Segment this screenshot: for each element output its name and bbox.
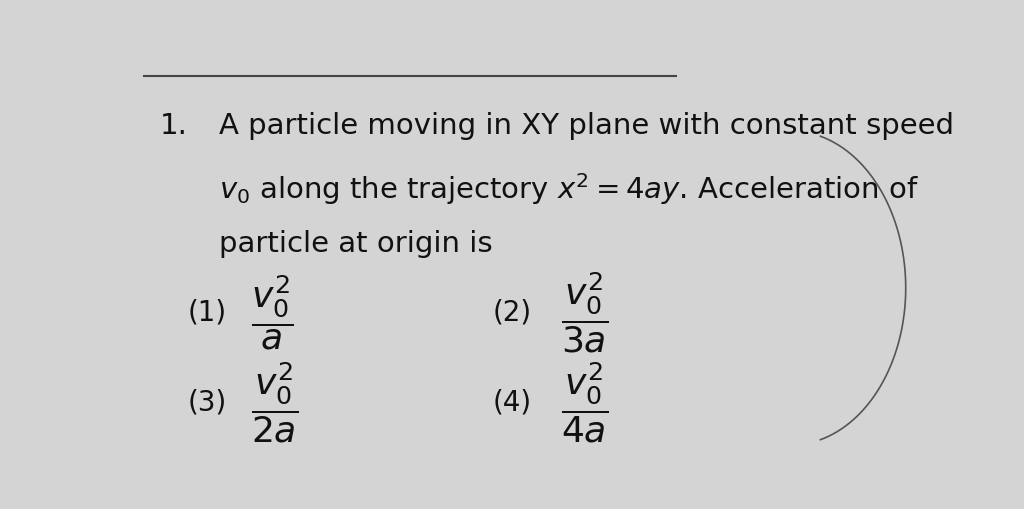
Text: $\dfrac{v_0^2}{2a}$: $\dfrac{v_0^2}{2a}$	[251, 360, 298, 444]
Text: (3): (3)	[187, 388, 226, 416]
Text: $\dfrac{v_0^2}{4a}$: $\dfrac{v_0^2}{4a}$	[560, 360, 607, 444]
Text: (1): (1)	[187, 298, 226, 326]
Text: A particle moving in XY plane with constant speed: A particle moving in XY plane with const…	[219, 112, 954, 140]
Text: $\dfrac{v_0^2}{3a}$: $\dfrac{v_0^2}{3a}$	[560, 270, 607, 354]
Text: $v_0$ along the trajectory $x^2 = 4ay$. Acceleration of: $v_0$ along the trajectory $x^2 = 4ay$. …	[219, 171, 919, 207]
Text: (4): (4)	[494, 388, 532, 416]
Text: (2): (2)	[494, 298, 532, 326]
Text: $\dfrac{v_0^2}{a}$: $\dfrac{v_0^2}{a}$	[251, 273, 293, 351]
Text: particle at origin is: particle at origin is	[219, 230, 493, 258]
Text: 1.: 1.	[160, 112, 187, 140]
